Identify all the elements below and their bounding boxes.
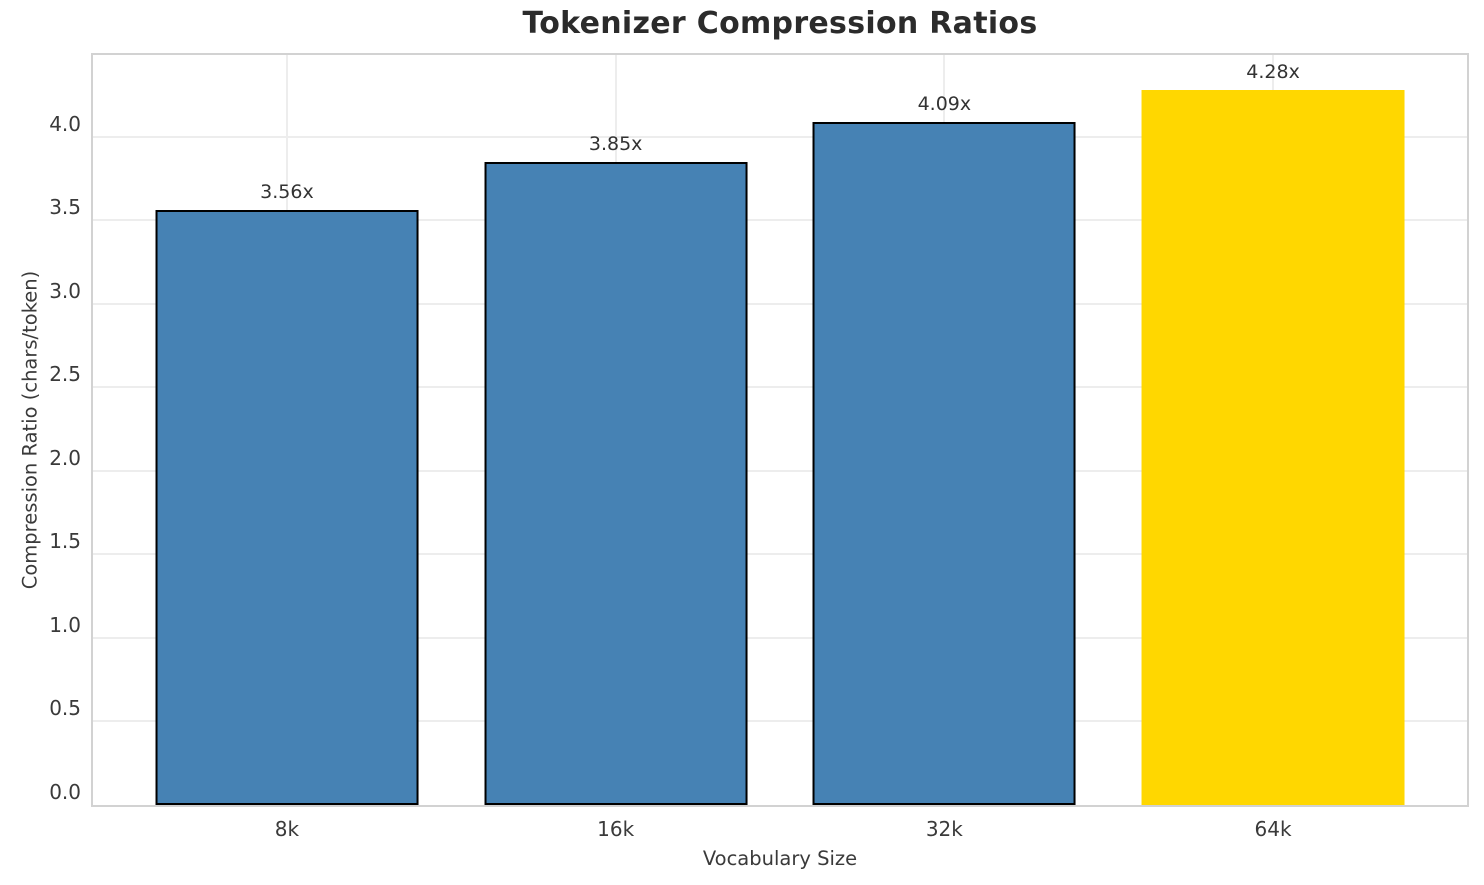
bar xyxy=(484,161,748,805)
chart-title: Tokenizer Compression Ratios xyxy=(522,6,1038,41)
h-gridline xyxy=(93,553,1467,556)
bar xyxy=(812,121,1076,805)
bar-value-label: 4.09x xyxy=(917,92,972,115)
y-axis-label: Compression Ratio (chars/token) xyxy=(18,270,42,590)
y-tick-label: 2.0 xyxy=(49,445,81,470)
x-tick-label: 8k xyxy=(274,817,300,841)
y-tick-label: 1.0 xyxy=(49,612,81,637)
plot-area: 0.0 0.5 1.0 1.5 2.0 2.5 3.0 3.5 4.0 3.56x 8k 3.85x 1… xyxy=(49,53,1469,841)
y-tick-label: 0.5 xyxy=(49,696,81,721)
h-gridline xyxy=(93,720,1467,723)
h-gridline xyxy=(93,219,1467,222)
y-tick-label: 2.5 xyxy=(49,362,81,387)
x-tick-label: 16k xyxy=(597,817,635,841)
y-tick-label: 3.5 xyxy=(49,195,81,220)
h-gridline xyxy=(93,469,1467,472)
bar-value-label: 4.28x xyxy=(1246,61,1300,84)
y-tick-label: 0.0 xyxy=(49,780,81,804)
bar xyxy=(1141,90,1405,805)
x-axis-label: Vocabulary Size xyxy=(702,847,858,870)
x-tick-label: 32k xyxy=(925,817,963,841)
bar-value-label: 3.85x xyxy=(588,132,643,155)
y-tick-label: 1.5 xyxy=(49,529,81,554)
h-gridline xyxy=(93,386,1467,389)
bar xyxy=(155,210,419,805)
h-gridline xyxy=(93,636,1467,639)
y-tick-label: 3.0 xyxy=(49,278,81,303)
x-tick-label: 64k xyxy=(1254,817,1292,841)
h-gridline xyxy=(93,135,1467,138)
h-gridline xyxy=(93,302,1467,305)
y-tick-label: 4.0 xyxy=(49,111,81,136)
bar-value-label: 3.56x xyxy=(260,181,314,204)
